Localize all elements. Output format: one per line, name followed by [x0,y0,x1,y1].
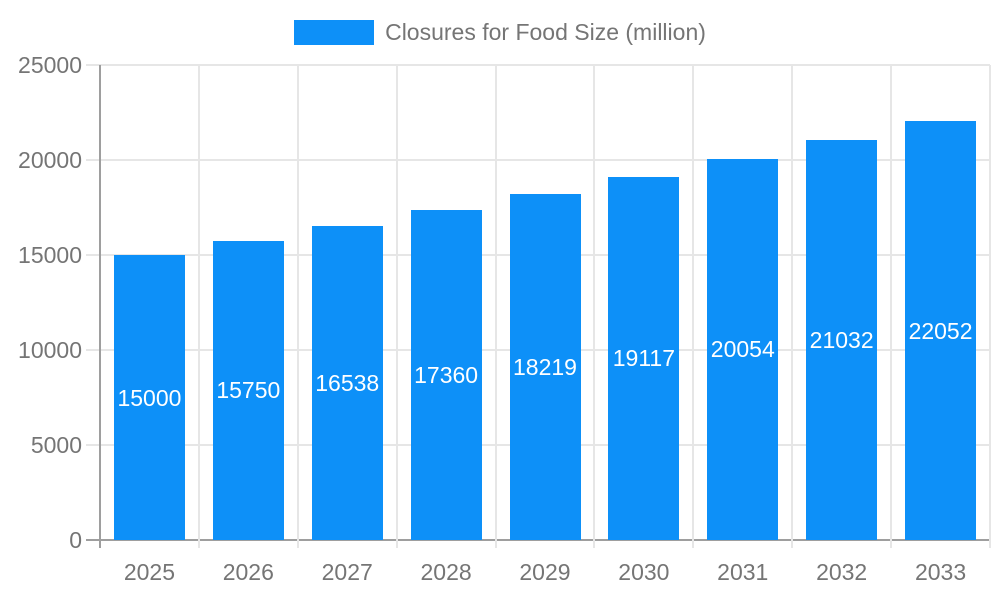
bar-value-label: 21032 [809,327,874,354]
bar-value-label: 19117 [612,345,675,372]
bar[interactable] [113,255,185,540]
y-axis-tick-label: 10000 [18,337,82,363]
bar[interactable] [905,121,977,540]
vertical-gridline [692,65,695,548]
bar-value-label: 20054 [710,336,775,363]
horizontal-gridline [86,159,990,161]
x-axis-tick-label: 2026 [222,559,274,585]
bar[interactable] [509,193,581,540]
x-axis-tick-label: 2031 [717,559,769,585]
vertical-gridline [791,65,794,548]
x-axis-tick-label: 2032 [816,559,868,585]
horizontal-gridline [86,64,990,66]
bar[interactable] [410,210,482,540]
bar[interactable] [806,140,878,540]
x-axis-tick-label: 2029 [519,559,571,585]
x-axis-line [86,539,990,541]
y-axis-tick-label: 0 [69,527,82,553]
y-axis-tick-label: 5000 [30,432,82,458]
bar-value-label: 15000 [117,384,182,411]
legend-label: Closures for Food Size (million) [385,19,706,45]
y-axis-tick-label: 15000 [18,242,82,268]
x-axis-tick-label: 2028 [420,559,472,585]
vertical-gridline [989,65,991,548]
vertical-gridline [296,65,299,548]
bar-value-label: 16538 [315,369,380,396]
x-axis-tick-label: 2025 [123,559,176,585]
y-axis-tick-label: 20000 [18,147,82,173]
plot-area: 0 5000 10000 15000 20000 25000 15000 2025 15750 2… [18,52,991,585]
vertical-gridline [395,65,398,548]
vertical-gridline [494,65,497,548]
x-axis-tick-label: 2027 [321,559,373,585]
y-axis-tick-label: 25000 [18,52,82,78]
bar-value-label: 15750 [216,377,281,404]
bar-value-label: 17360 [414,362,479,389]
vertical-gridline [593,65,596,548]
y-axis-line [99,65,101,548]
bar[interactable] [608,176,680,540]
bar-value-label: 22052 [908,317,973,344]
bar-value-label: 18219 [513,353,577,380]
bar[interactable] [707,158,779,540]
vertical-gridline [890,65,893,548]
legend[interactable]: Closures for Food Size (million) [0,19,1000,46]
legend-swatch [294,20,375,45]
vertical-gridline [197,65,200,548]
bar[interactable] [212,240,284,540]
x-axis-tick-label: 2033 [914,559,967,585]
x-axis-tick-label: 2030 [618,559,670,585]
bar[interactable] [311,225,383,540]
